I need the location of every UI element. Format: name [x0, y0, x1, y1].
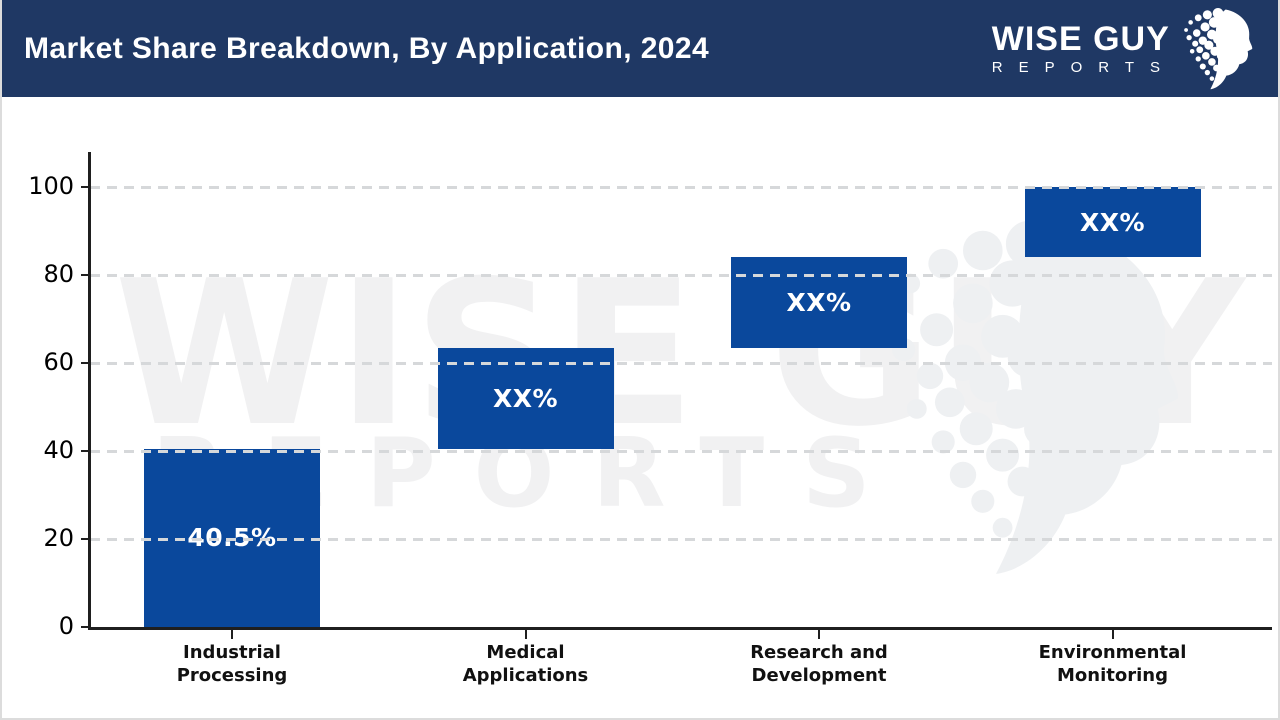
x-axis-tick: [231, 630, 233, 639]
labels-layer: 0 20 40 60 80 100 Industrial Processing Medical…: [2, 97, 1278, 718]
category-label: Research and Development: [750, 642, 888, 686]
bar-segment: XX%: [1024, 187, 1201, 258]
y-axis-tick: [81, 362, 90, 364]
logo-brand-subtitle: REPORTS: [991, 58, 1176, 76]
y-axis-line: [88, 152, 91, 630]
y-axis-tick: [81, 626, 90, 628]
bar-value-label: XX%: [1079, 207, 1146, 237]
y-axis-tick: [81, 186, 90, 188]
category-label: Environmental Monitoring: [1038, 642, 1187, 686]
brand-logo: WISE GUY REPORTS: [992, 7, 1256, 91]
logo-wordmark: WISE GUY REPORTS: [992, 22, 1176, 76]
x-axis-line: [88, 627, 1272, 630]
y-axis-tick-label: 0: [58, 612, 74, 640]
x-axis-tick: [818, 630, 820, 639]
head-profile-logo-icon: [1180, 7, 1256, 91]
category-label: Medical Applications: [462, 642, 589, 686]
y-axis-tick: [81, 450, 90, 452]
bar-segment: 40.5%: [144, 448, 320, 627]
chart-title: Market Share Breakdown, By Application, …: [24, 31, 710, 65]
category-label: Industrial Processing: [176, 642, 288, 686]
x-axis-tick: [1111, 630, 1114, 639]
y-axis-tick-label: 20: [43, 524, 74, 552]
bar-value-label: XX%: [492, 383, 559, 413]
header: Market Share Breakdown, By Application, …: [2, 0, 1278, 97]
y-axis-tick: [81, 274, 90, 276]
bar-segment: XX%: [731, 257, 907, 348]
axes-layer: [2, 97, 1278, 718]
y-axis-tick-label: 100: [28, 172, 74, 200]
bars-layer: 40.5% XX% XX% XX%: [2, 97, 1278, 718]
bar-value-label: XX%: [786, 287, 852, 317]
y-axis-tick-label: 40: [43, 436, 74, 464]
plot-area: WISE GUY REPORTS 40.5% XX% XX% XX% 0 20 40 60 8…: [2, 97, 1278, 718]
x-axis-tick: [524, 630, 527, 639]
bar-value-label: 40.5%: [187, 523, 277, 553]
y-axis-tick-label: 80: [43, 260, 74, 288]
y-axis-tick-label: 60: [43, 348, 74, 376]
y-axis-tick: [81, 538, 90, 540]
logo-brand-name: WISE GUY: [991, 19, 1170, 58]
